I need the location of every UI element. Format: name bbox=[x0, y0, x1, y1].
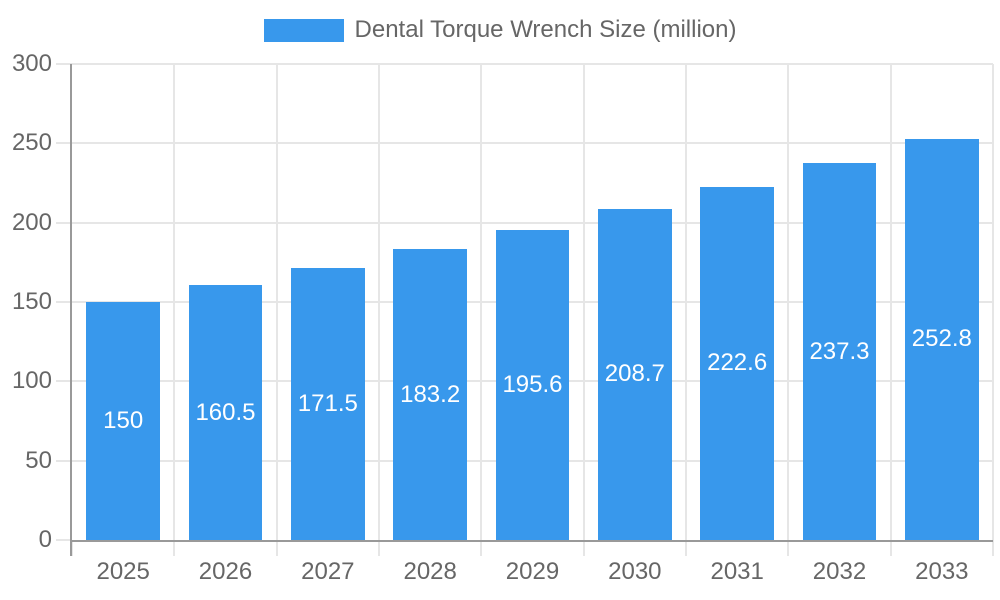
bar-2031[interactable]: 222.6 bbox=[700, 186, 774, 540]
x-axis-label-2026: 2026 bbox=[198, 558, 253, 585]
gridline-x-1 bbox=[173, 64, 176, 540]
x-tick-4 bbox=[480, 540, 483, 556]
gridline-x-9 bbox=[992, 64, 994, 540]
bar-2032[interactable]: 237.3 bbox=[802, 163, 877, 540]
gridline-x-6 bbox=[685, 64, 687, 540]
y-axis-label-0: 0 bbox=[38, 526, 52, 553]
bar-2028[interactable]: 183.2 bbox=[393, 249, 467, 540]
x-axis-label-2028: 2028 bbox=[403, 558, 457, 585]
x-tick-6 bbox=[685, 540, 687, 556]
gridline-y-300 bbox=[72, 63, 993, 65]
bar-value-label-2032: 237.3 bbox=[809, 337, 870, 365]
y-tick-200 bbox=[56, 221, 72, 224]
y-tick-0 bbox=[56, 539, 72, 541]
x-axis-label-2031: 2031 bbox=[710, 558, 764, 585]
x-axis-label-2027: 2027 bbox=[301, 558, 355, 585]
bar-value-label-2031: 222.6 bbox=[707, 349, 768, 377]
legend-swatch bbox=[263, 18, 344, 42]
gridline-x-2 bbox=[275, 64, 278, 540]
bar-2033[interactable]: 252.8 bbox=[904, 138, 979, 540]
gridline-x-7 bbox=[787, 64, 790, 540]
x-axis-label-2025: 2025 bbox=[96, 558, 150, 585]
y-tick-250 bbox=[56, 142, 72, 145]
x-tick-5 bbox=[582, 540, 585, 556]
gridline-x-3 bbox=[378, 64, 380, 540]
gridline-x-4 bbox=[480, 64, 483, 540]
y-tick-300 bbox=[56, 63, 72, 65]
bar-2025[interactable]: 150 bbox=[86, 302, 160, 540]
x-tick-9 bbox=[992, 540, 994, 556]
x-axis-label-2030: 2030 bbox=[608, 558, 662, 585]
x-tick-0 bbox=[71, 540, 73, 556]
bar-value-label-2028: 183.2 bbox=[400, 380, 461, 408]
y-axis-label-50: 50 bbox=[25, 446, 52, 474]
chart-legend[interactable]: Dental Torque Wrench Size (million) bbox=[0, 14, 1000, 46]
bar-value-label-2026: 160.5 bbox=[195, 398, 256, 426]
bar-value-label-2030: 208.7 bbox=[604, 360, 665, 388]
x-axis-line bbox=[70, 540, 993, 542]
gridline-y-250 bbox=[72, 142, 993, 145]
x-axis-label-2033: 2033 bbox=[915, 558, 969, 585]
y-axis-label-100: 100 bbox=[11, 367, 52, 395]
y-axis-line bbox=[70, 64, 72, 556]
x-tick-1 bbox=[173, 540, 176, 556]
legend-label: Dental Torque Wrench Size (million) bbox=[354, 16, 737, 43]
bar-2029[interactable]: 195.6 bbox=[495, 229, 570, 540]
bar-2030[interactable]: 208.7 bbox=[597, 208, 672, 540]
bar-value-label-2027: 171.5 bbox=[297, 389, 358, 417]
x-axis-label-2029: 2029 bbox=[505, 558, 560, 585]
y-axis-label-300: 300 bbox=[11, 50, 52, 77]
y-axis-label-150: 150 bbox=[11, 288, 52, 315]
bar-value-label-2029: 195.6 bbox=[502, 370, 563, 398]
x-tick-2 bbox=[275, 540, 278, 556]
x-tick-8 bbox=[889, 540, 892, 556]
y-tick-150 bbox=[56, 301, 72, 303]
gridline-y-200 bbox=[72, 221, 993, 224]
gridline-x-5 bbox=[582, 64, 585, 540]
bar-2027[interactable]: 171.5 bbox=[290, 267, 365, 540]
bar-2026[interactable]: 160.5 bbox=[188, 285, 263, 540]
y-axis-label-250: 250 bbox=[11, 129, 52, 157]
y-tick-100 bbox=[56, 380, 72, 383]
y-axis-label-200: 200 bbox=[11, 208, 52, 236]
bar-value-label-2025: 150 bbox=[103, 407, 144, 434]
x-tick-7 bbox=[787, 540, 790, 556]
x-tick-3 bbox=[378, 540, 380, 556]
gridline-x-8 bbox=[889, 64, 892, 540]
bar-value-label-2033: 252.8 bbox=[911, 325, 972, 353]
x-axis-label-2032: 2032 bbox=[812, 558, 867, 585]
y-tick-50 bbox=[56, 459, 72, 462]
